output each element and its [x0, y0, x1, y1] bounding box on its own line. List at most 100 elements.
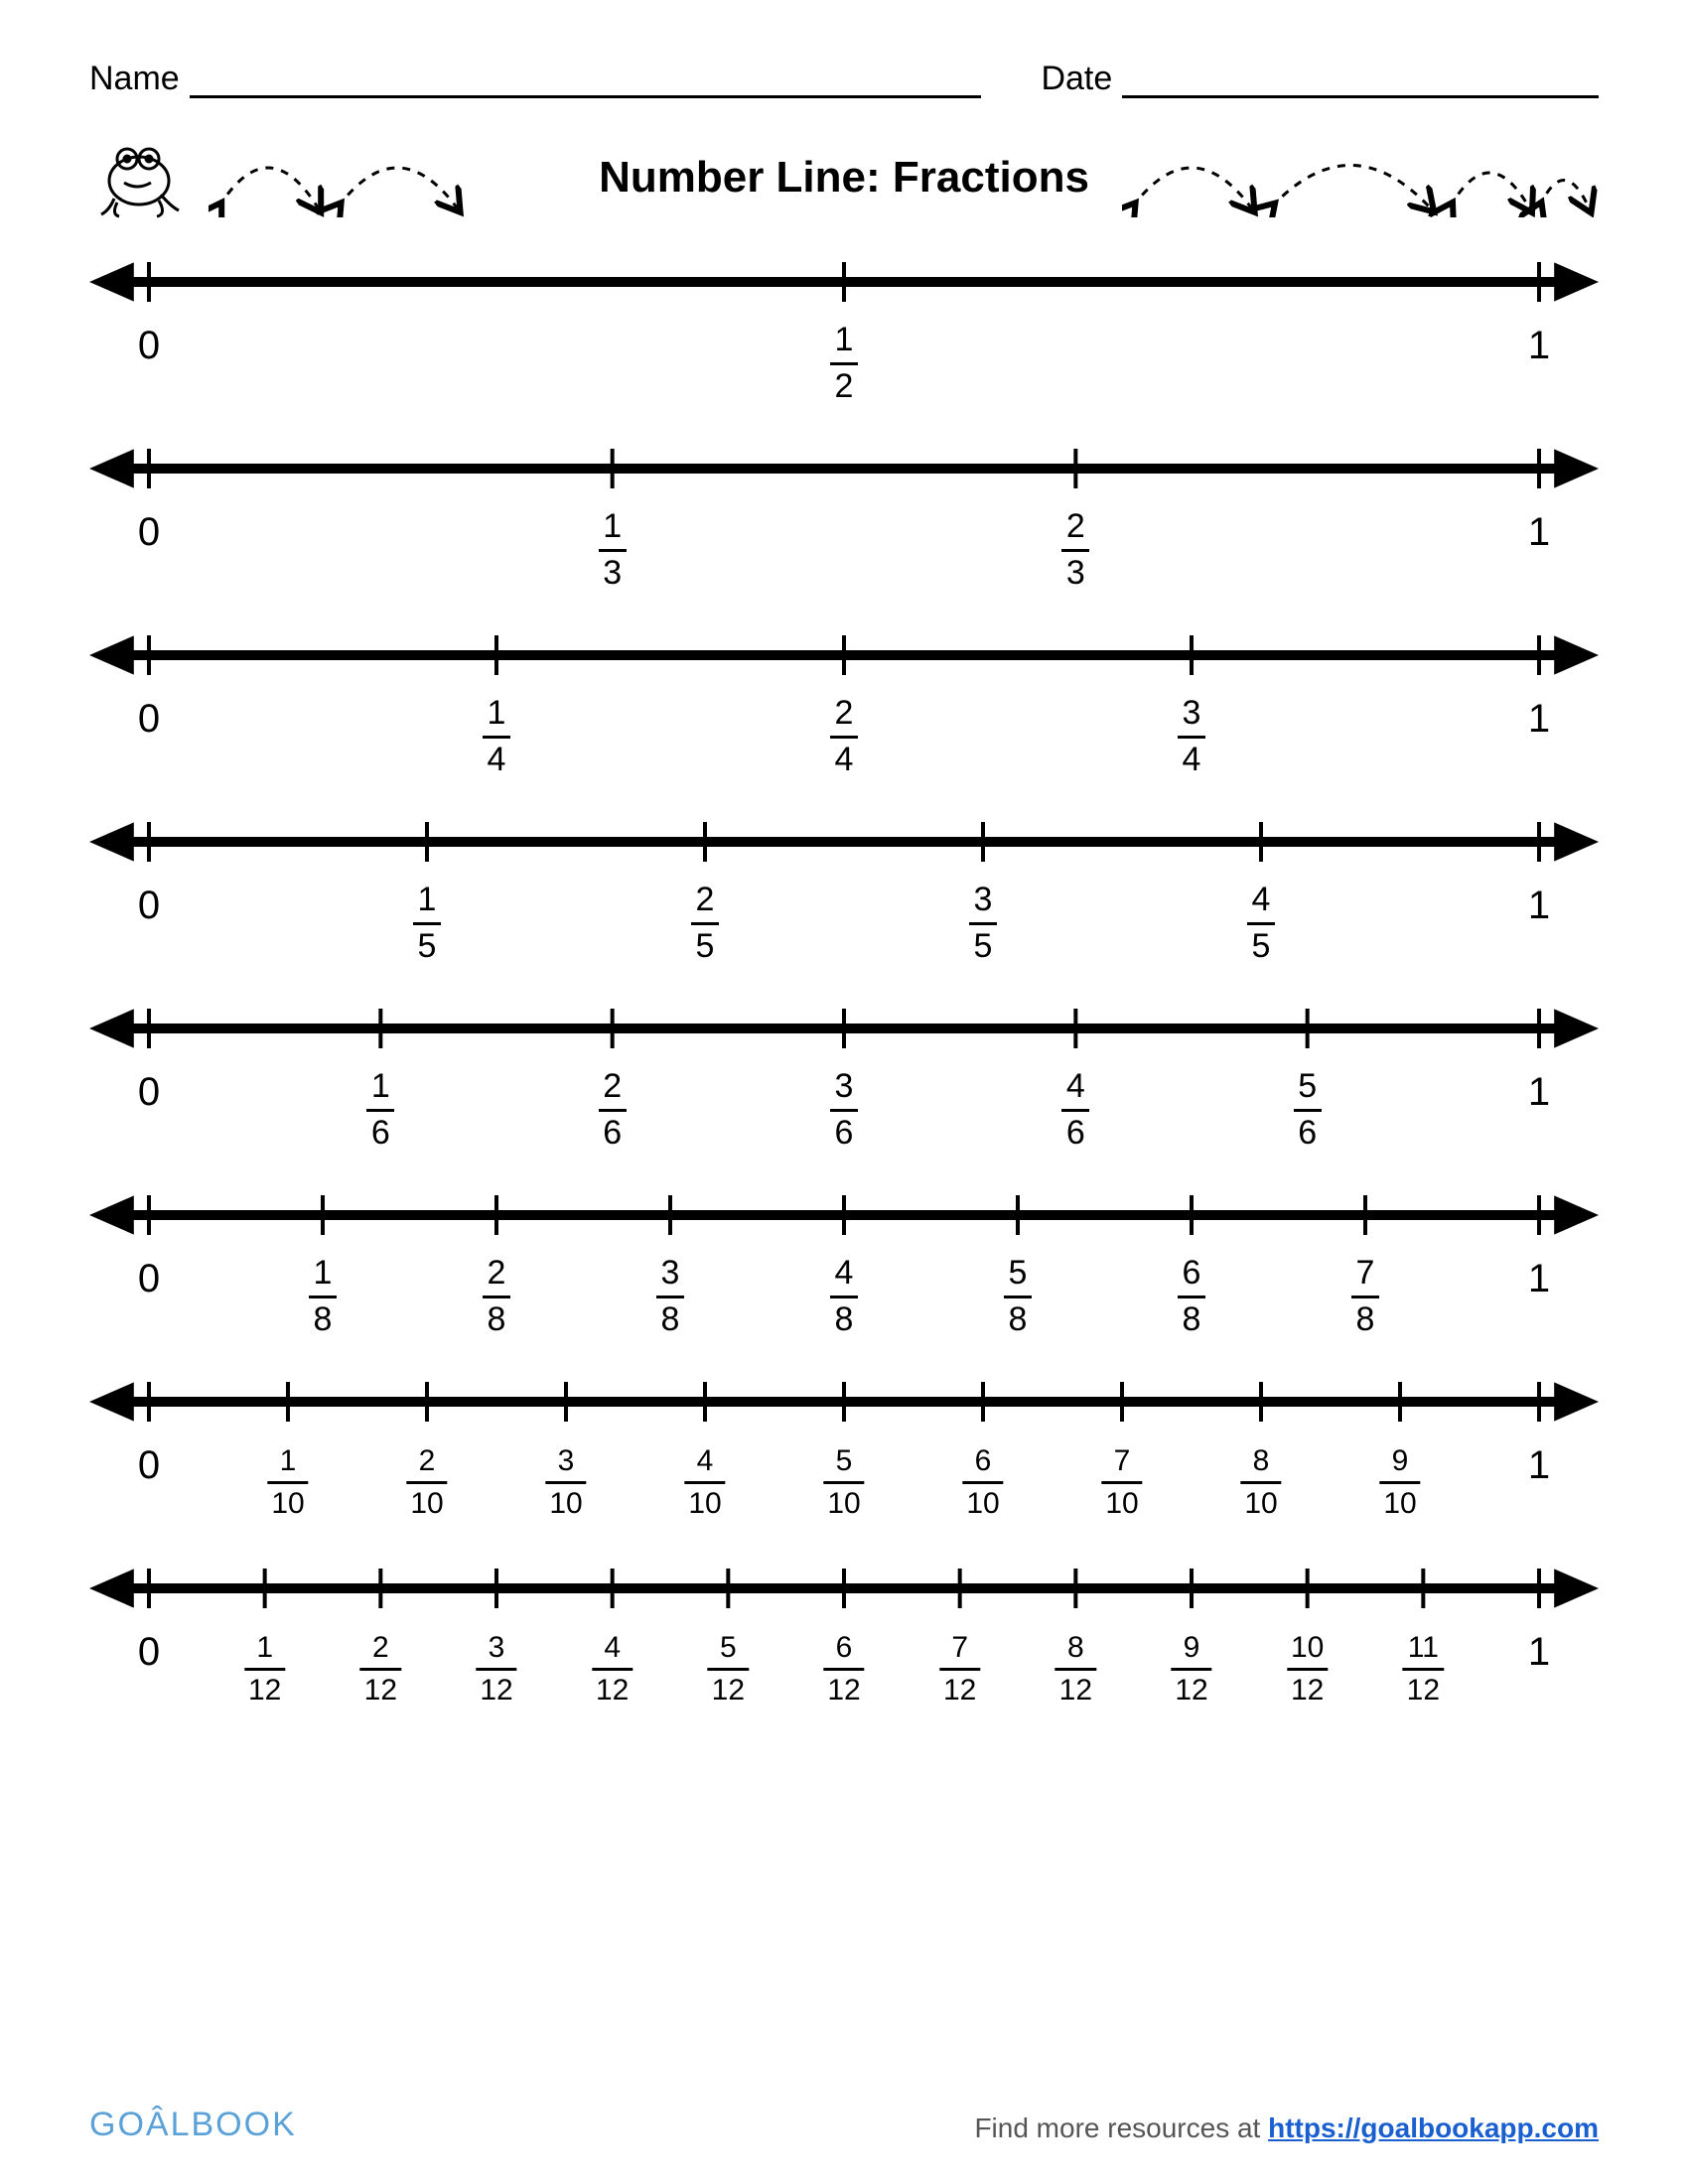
fraction-bar [406, 1481, 447, 1484]
fraction-denominator: 10 [684, 1488, 725, 1520]
fraction-bar [830, 736, 858, 739]
fraction-numerator: 2 [599, 1069, 626, 1105]
fraction-denominator: 6 [1062, 1116, 1089, 1152]
fraction: 1 2 [830, 323, 858, 404]
number-line-labels: 0 1 10 2 10 3 10 4 10 5 10 6 [89, 1442, 1599, 1532]
tick-label-end: 1 [1528, 885, 1550, 926]
fraction-bar [684, 1481, 725, 1484]
fraction: 9 12 [1171, 1632, 1211, 1706]
tick-label-fraction: 3 10 [545, 1442, 586, 1519]
fraction: 7 8 [1351, 1256, 1379, 1337]
number-line-labels: 0 1 2 1 [89, 323, 1599, 412]
tick-label-fraction: 2 10 [406, 1442, 447, 1519]
fraction: 1 4 [483, 696, 510, 777]
name-blank-line[interactable] [190, 65, 982, 98]
fraction: 4 10 [684, 1445, 725, 1519]
fraction: 5 10 [823, 1445, 864, 1519]
number-line-labels: 0 1 5 2 5 3 5 4 5 1 [89, 883, 1599, 972]
fraction: 4 6 [1061, 1069, 1089, 1151]
number-line-labels: 0 1 12 2 12 3 12 4 12 5 12 6 [89, 1629, 1599, 1718]
fraction-bar [939, 1668, 980, 1671]
tick-label-fraction: 7 12 [939, 1629, 980, 1706]
fraction-denominator: 12 [1055, 1675, 1096, 1706]
number-line: 0 1 10 2 10 3 10 4 10 5 10 6 [89, 1367, 1599, 1532]
fraction-bar [1351, 1296, 1379, 1298]
fraction: 3 8 [656, 1256, 684, 1337]
tick-label-fraction: 9 10 [1379, 1442, 1420, 1519]
fraction-numerator: 2 [1062, 509, 1089, 545]
fraction: 6 12 [823, 1632, 864, 1706]
fraction-bar [1171, 1668, 1211, 1671]
frog-icon [89, 133, 199, 227]
footer: GOÂLBOOK Find more resources at https://… [89, 2106, 1599, 2144]
fraction: 7 10 [1101, 1445, 1142, 1519]
fraction: 1 3 [599, 509, 627, 591]
tick-label-start: 0 [138, 1071, 160, 1113]
fraction: 1 12 [244, 1632, 285, 1706]
fraction-bar [1061, 1109, 1089, 1112]
fraction-bar [691, 922, 719, 925]
fraction-numerator: 4 [693, 1445, 718, 1477]
tick-label-end: 1 [1528, 511, 1550, 553]
fraction-numerator: 9 [1388, 1445, 1413, 1477]
fraction-bar [366, 1109, 394, 1112]
hop-arcs-left-icon [209, 138, 487, 222]
fraction-bar [830, 1296, 858, 1298]
fraction-denominator: 8 [1005, 1302, 1032, 1338]
tick-label-fraction: 1 8 [309, 1256, 337, 1337]
fraction-numerator: 5 [1294, 1069, 1321, 1105]
tick-label-fraction: 4 12 [592, 1629, 633, 1706]
fraction-denominator: 12 [708, 1675, 749, 1706]
fraction-numerator: 7 [1110, 1445, 1135, 1477]
fraction-denominator: 12 [476, 1675, 516, 1706]
name-label: Name [89, 60, 180, 98]
fraction: 11 12 [1403, 1632, 1444, 1706]
fraction-numerator: 11 [1404, 1632, 1443, 1664]
fraction-numerator: 3 [657, 1256, 684, 1292]
fraction-bar [599, 549, 627, 552]
fraction: 2 4 [830, 696, 858, 777]
fraction-numerator: 7 [1352, 1256, 1379, 1292]
fraction-denominator: 10 [406, 1488, 447, 1520]
fraction-numerator: 7 [947, 1632, 972, 1664]
footer-link[interactable]: https://goalbookapp.com [1268, 2113, 1599, 2143]
date-blank-line[interactable] [1122, 65, 1599, 98]
fraction-denominator: 12 [592, 1675, 633, 1706]
fraction-bar [360, 1668, 401, 1671]
tick-label-start: 0 [138, 698, 160, 740]
fraction-denominator: 4 [484, 743, 510, 778]
tick-label-fraction: 4 10 [684, 1442, 725, 1519]
tick-label-fraction: 1 5 [413, 883, 441, 964]
tick-label-start: 0 [138, 325, 160, 366]
fraction-denominator: 3 [599, 556, 626, 592]
fraction-bar [1379, 1481, 1420, 1484]
fraction-bar [1247, 922, 1275, 925]
tick-label-fraction: 4 8 [830, 1256, 858, 1337]
fraction-numerator: 2 [831, 696, 858, 732]
fraction-denominator: 12 [823, 1675, 864, 1706]
fraction-bar [1178, 1296, 1205, 1298]
fraction-denominator: 8 [310, 1302, 337, 1338]
fraction-bar [483, 736, 510, 739]
number-line-labels: 0 1 6 2 6 3 6 4 6 5 6 1 [89, 1069, 1599, 1159]
fraction-numerator: 6 [832, 1632, 857, 1664]
goalbook-logo: GOÂLBOOK [89, 2106, 297, 2144]
tick-label-fraction: 1 4 [483, 696, 510, 777]
fraction-numerator: 2 [692, 883, 719, 918]
tick-label-fraction: 1 12 [244, 1629, 285, 1706]
fraction: 2 6 [599, 1069, 627, 1151]
name-field: Name [89, 60, 981, 98]
header-row: Name Date [89, 60, 1599, 98]
fraction-denominator: 6 [599, 1116, 626, 1152]
fraction-bar [413, 922, 441, 925]
fraction-denominator: 6 [1294, 1116, 1321, 1152]
number-line: 0 1 4 2 4 3 4 1 [89, 620, 1599, 785]
tick-label-fraction: 8 12 [1055, 1629, 1096, 1706]
fraction: 1 6 [366, 1069, 394, 1151]
fraction-denominator: 12 [939, 1675, 980, 1706]
fraction-numerator: 4 [831, 1256, 858, 1292]
fraction-numerator: 2 [415, 1445, 440, 1477]
fraction-denominator: 4 [831, 743, 858, 778]
fraction-numerator: 2 [368, 1632, 393, 1664]
fraction-bar [1287, 1668, 1328, 1671]
